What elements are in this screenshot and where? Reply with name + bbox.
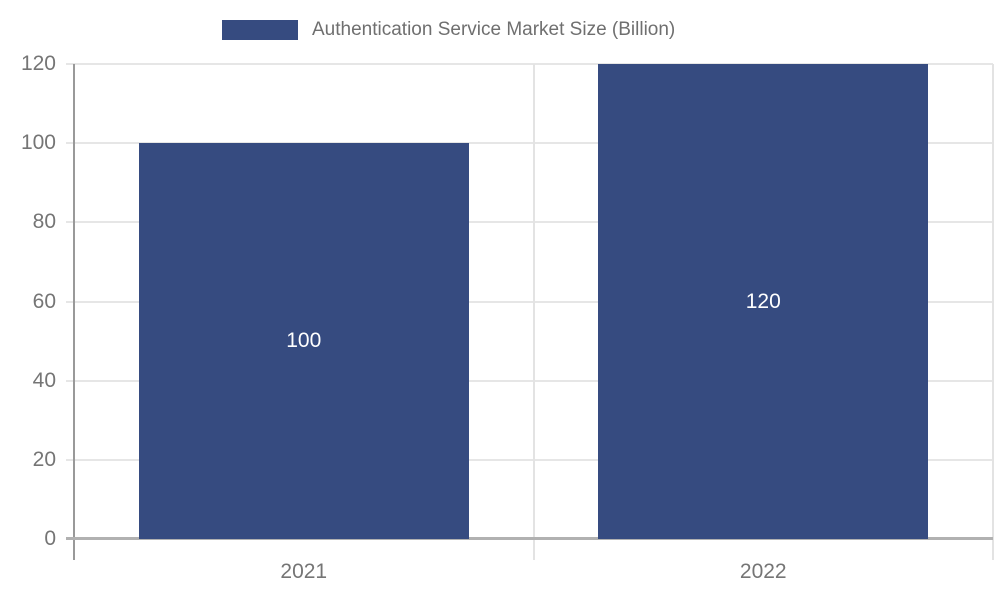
y-gridline bbox=[66, 142, 993, 145]
bar: 100 bbox=[138, 143, 469, 539]
legend-label: Authentication Service Market Size (Bill… bbox=[312, 19, 676, 40]
category-boundary-line bbox=[992, 64, 994, 560]
bar-value-label: 120 bbox=[745, 289, 781, 313]
legend-color-swatch bbox=[222, 20, 298, 40]
y-axis-line bbox=[73, 64, 75, 560]
y-tick-label: 100 bbox=[20, 131, 56, 155]
y-tick-label: 80 bbox=[32, 210, 56, 234]
y-gridline bbox=[66, 458, 993, 461]
chart-legend: Authentication Service Market Size (Bill… bbox=[222, 18, 675, 42]
y-gridline bbox=[66, 300, 993, 303]
x-tick-label: 2022 bbox=[739, 560, 787, 583]
y-tick-label: 40 bbox=[32, 368, 56, 392]
y-tick-label: 120 bbox=[20, 52, 56, 75]
y-gridline bbox=[66, 379, 993, 382]
x-tick-label: 2021 bbox=[280, 560, 328, 583]
x-axis-line bbox=[66, 537, 993, 540]
plot-area: 100 120 bbox=[66, 63, 994, 560]
y-tick-label: 0 bbox=[44, 527, 56, 550]
y-tick-label: 20 bbox=[32, 447, 56, 471]
category-boundary-line bbox=[532, 64, 535, 560]
bar: 120 bbox=[598, 64, 929, 539]
y-gridline bbox=[66, 221, 993, 224]
bar-value-label: 100 bbox=[286, 329, 322, 353]
y-tick-label: 60 bbox=[32, 289, 56, 313]
y-gridline bbox=[66, 63, 993, 65]
